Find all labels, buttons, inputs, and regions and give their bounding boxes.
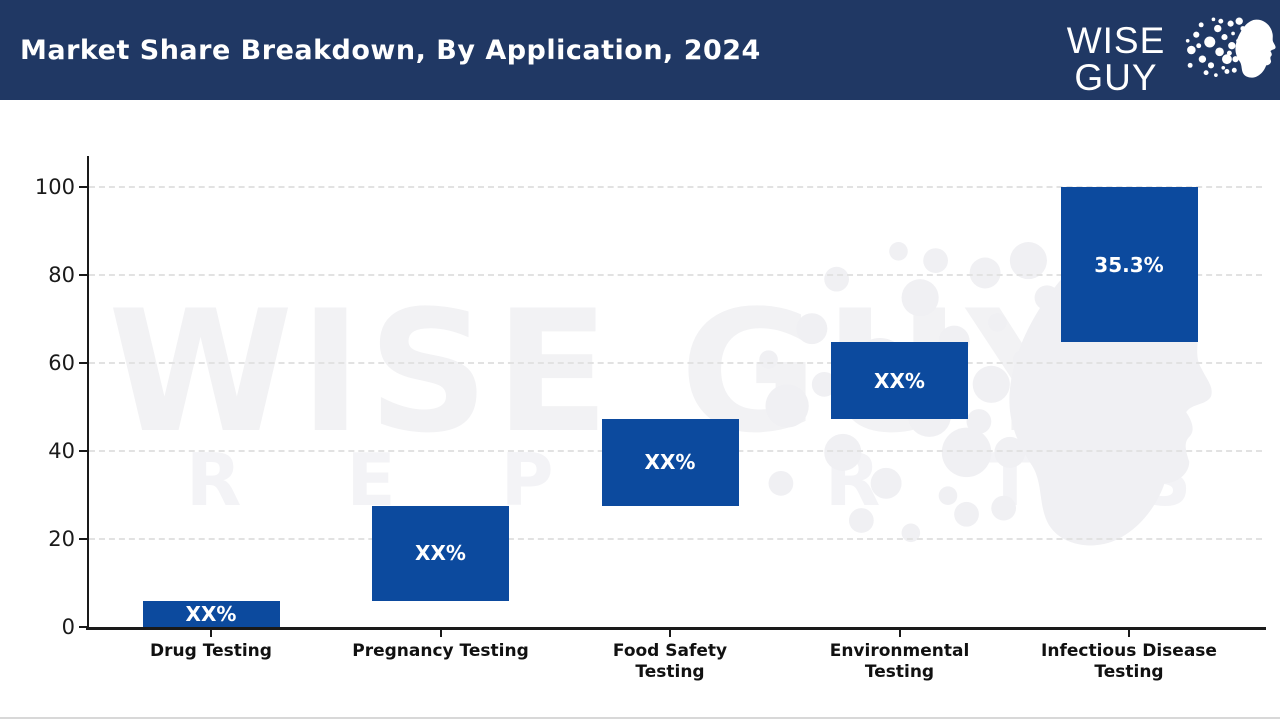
- page-title: Market Share Breakdown, By Application, …: [20, 34, 761, 66]
- bar-value-label: XX%: [185, 601, 237, 626]
- x-axis-category-label: Food Safety Testing: [612, 641, 728, 683]
- gridline: [89, 186, 1262, 188]
- bar-value-label: XX%: [874, 368, 925, 393]
- brand-name: WISE GUY: [1066, 20, 1166, 98]
- face-dots-icon: [1185, 17, 1276, 78]
- x-axis-tick: [669, 630, 671, 637]
- x-axis-line: [86, 627, 1266, 630]
- x-axis-tick: [898, 630, 901, 637]
- y-axis-tick-label: 60: [48, 351, 75, 375]
- header-bar: Market Share Breakdown, By Application, …: [0, 0, 1280, 130]
- y-axis-tick: [79, 274, 87, 276]
- y-axis-tick-label: 0: [61, 615, 75, 639]
- x-axis-category-label: Drug Testing: [150, 641, 272, 661]
- bar-value-label: XX%: [415, 541, 466, 566]
- bar: XX%: [372, 506, 509, 601]
- gridline: [89, 274, 1262, 276]
- bar: 35.3%: [1060, 187, 1198, 343]
- bar: XX%: [142, 600, 280, 627]
- gridline: [89, 362, 1262, 364]
- bar-value-label: 35.3%: [1094, 252, 1164, 277]
- bar: XX%: [831, 342, 968, 419]
- brand-logo-text: WISE GUY R E P O R T S: [1022, 22, 1210, 130]
- x-axis-category-label: Infectious Disease Testing: [1041, 641, 1217, 683]
- bar: XX%: [601, 418, 739, 506]
- y-axis-tick-label: 80: [48, 263, 75, 287]
- y-axis-tick-label: 20: [48, 527, 75, 551]
- y-axis-tick: [79, 186, 87, 188]
- y-axis-tick: [79, 538, 87, 540]
- y-axis-tick: [79, 450, 87, 452]
- bar-value-label: XX%: [644, 450, 696, 475]
- x-axis-tick: [439, 630, 442, 637]
- y-axis-tick: [79, 362, 87, 364]
- gridline: [89, 538, 1262, 540]
- y-axis-line: [87, 156, 89, 629]
- footer-divider: [0, 717, 1280, 719]
- x-axis-tick: [1128, 630, 1130, 637]
- brand-subname: R E P O R T S: [1039, 100, 1199, 130]
- y-axis-tick: [79, 626, 87, 628]
- y-axis-tick-label: 100: [34, 175, 75, 199]
- x-axis-category-label: Environmental Testing: [829, 641, 970, 683]
- x-axis-category-label: Pregnancy Testing: [352, 641, 529, 661]
- y-axis-tick-label: 40: [48, 439, 75, 463]
- brand-logo: WISE GUY R E P O R T S: [1022, 0, 1276, 130]
- x-axis-tick: [210, 630, 212, 637]
